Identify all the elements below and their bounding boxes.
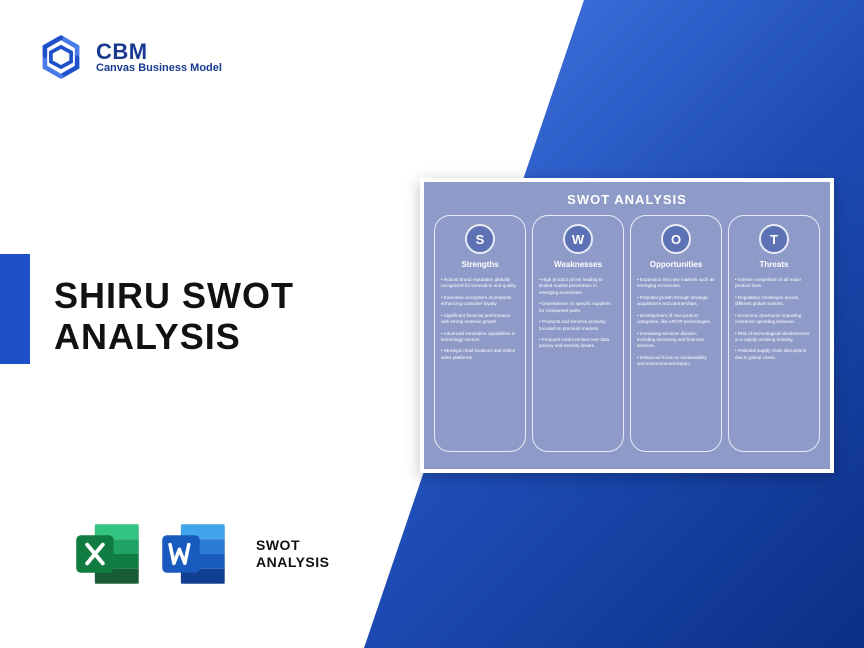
swot-item: Potential growth through strategic acqui… bbox=[637, 295, 715, 308]
swot-column-label: Weaknesses bbox=[554, 260, 602, 269]
word-icon bbox=[156, 515, 234, 593]
swot-column: O Opportunities Expansion into new markets… bbox=[630, 215, 722, 452]
logo-text: CBM Canvas Business Model bbox=[96, 40, 222, 75]
swot-item: Intense competition in all major product… bbox=[735, 277, 813, 290]
logo-subtitle: Canvas Business Model bbox=[96, 63, 222, 75]
swot-item-list: Intense competition in all major product… bbox=[735, 277, 813, 366]
swot-item: Enhanced focus on sustainability and env… bbox=[637, 355, 715, 368]
swot-card-title: SWOT ANALYSIS bbox=[434, 192, 820, 207]
swot-column-label: Opportunities bbox=[650, 260, 702, 269]
logo-title: CBM bbox=[96, 40, 222, 63]
swot-column-label: Threats bbox=[760, 260, 789, 269]
swot-item: Strategic retail locations and online sa… bbox=[441, 348, 519, 361]
page-title: SHIRU SWOT ANALYSIS bbox=[54, 275, 294, 358]
swot-item: Economic downturns impacting consumer sp… bbox=[735, 313, 813, 326]
left-accent-bar bbox=[0, 254, 30, 364]
file-format-icons: SWOT ANALYSIS bbox=[70, 515, 330, 593]
title-line-1: SHIRU SWOT bbox=[54, 275, 294, 316]
swot-column: S Strengths Robust brand reputation global… bbox=[434, 215, 526, 452]
title-line-2: ANALYSIS bbox=[54, 316, 241, 357]
swot-item: Development of new product categories, l… bbox=[637, 313, 715, 326]
swot-item: Regulatory challenges across different g… bbox=[735, 295, 813, 308]
swot-letter-circle: T bbox=[759, 224, 789, 254]
swot-item: Increasing services division, including … bbox=[637, 331, 715, 350]
swot-column-label: Strengths bbox=[461, 260, 498, 269]
swot-item: Risk of technological obsolescence in a … bbox=[735, 331, 813, 344]
swot-columns: S Strengths Robust brand reputation global… bbox=[434, 215, 820, 452]
icons-label-line-1: SWOT bbox=[256, 537, 300, 553]
swot-item: Products and services primarily focused … bbox=[539, 319, 617, 332]
logo-hex-icon bbox=[38, 34, 84, 80]
swot-item: Potential supply chain disruptions due t… bbox=[735, 348, 813, 361]
swot-item: Expansion into new markets such as emerg… bbox=[637, 277, 715, 290]
swot-item: Frequent controversies over data privacy… bbox=[539, 337, 617, 350]
swot-item: Robust brand reputation globally recogni… bbox=[441, 277, 519, 290]
swot-preview-card: SWOT ANALYSIS S Strengths Robust brand rep… bbox=[420, 178, 834, 473]
logo: CBM Canvas Business Model bbox=[38, 34, 222, 80]
swot-letter-circle: W bbox=[563, 224, 593, 254]
swot-item: High product prices leading to limited m… bbox=[539, 277, 617, 296]
icons-label: SWOT ANALYSIS bbox=[256, 537, 330, 572]
swot-letter-circle: O bbox=[661, 224, 691, 254]
excel-icon bbox=[70, 515, 148, 593]
swot-item-list: Expansion into new markets such as emerg… bbox=[637, 277, 715, 373]
swot-letter-circle: S bbox=[465, 224, 495, 254]
swot-item: Dependence on specific suppliers for com… bbox=[539, 301, 617, 314]
swot-item-list: Robust brand reputation globally recogni… bbox=[441, 277, 519, 366]
swot-column: T Threats Intense competition in all major… bbox=[728, 215, 820, 452]
swot-item-list: High product prices leading to limited m… bbox=[539, 277, 617, 355]
swot-item: Advanced innovation capabilities in tech… bbox=[441, 331, 519, 344]
icons-label-line-2: ANALYSIS bbox=[256, 554, 330, 570]
swot-item: Significant financial performance with s… bbox=[441, 313, 519, 326]
swot-column: W Weaknesses High product prices leading t… bbox=[532, 215, 624, 452]
swot-item: Extensive ecosystem of products enhancin… bbox=[441, 295, 519, 308]
